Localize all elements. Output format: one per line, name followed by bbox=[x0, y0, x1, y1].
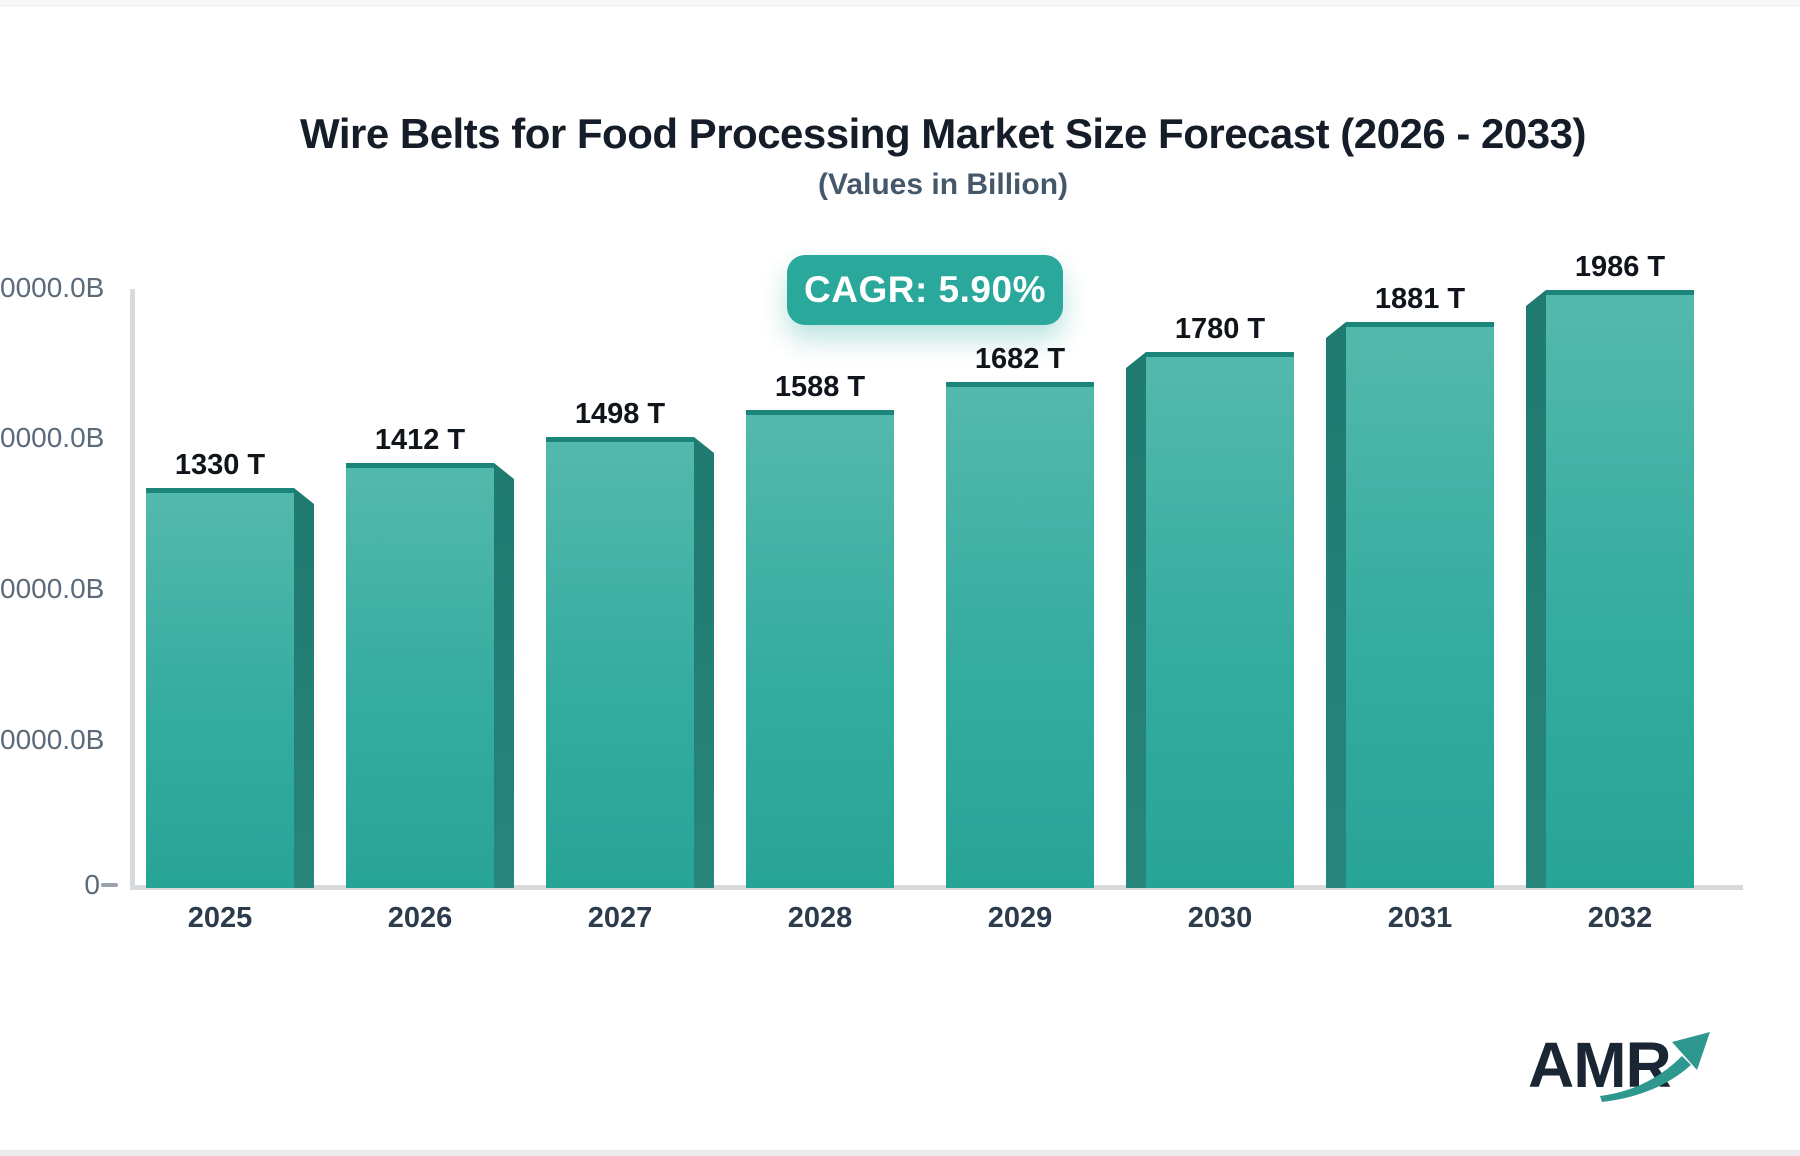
x-tick-label-2030: 2030 bbox=[1187, 902, 1253, 934]
chart-subtitle: (Values in Billion) bbox=[817, 168, 1069, 201]
bar-side-face bbox=[1526, 290, 1546, 888]
x-tick-label-2025: 2025 bbox=[187, 902, 253, 934]
y-tick-label: 0000.0B bbox=[0, 573, 105, 604]
y-tick-label: 0000.0B bbox=[0, 724, 105, 755]
cagr-badge: CAGR: 5.90% bbox=[787, 255, 1063, 325]
bar-2025[interactable] bbox=[146, 488, 294, 888]
chart-title: Wire Belts for Food Processing Market Si… bbox=[300, 110, 1586, 157]
bar-2031[interactable] bbox=[1346, 322, 1494, 888]
x-tick-label-2031: 2031 bbox=[1387, 902, 1453, 934]
x-tick-label-2028: 2028 bbox=[787, 902, 853, 934]
logo-growth-arrow-icon bbox=[1600, 1032, 1710, 1102]
bar-value-label: 1780 T bbox=[1174, 313, 1266, 345]
bar-value-label: 1682 T bbox=[974, 343, 1066, 375]
zero-tick-mark bbox=[101, 883, 118, 887]
y-axis-line bbox=[130, 289, 135, 888]
bar-value-label: 1881 T bbox=[1374, 283, 1466, 315]
bar-side-face bbox=[1326, 322, 1346, 888]
y-tick-label: 0000.0B bbox=[0, 422, 105, 453]
bar-2030[interactable] bbox=[1146, 352, 1294, 888]
top-border-strip bbox=[0, 0, 1800, 6]
y-tick-label: 0000.0B bbox=[0, 272, 105, 303]
bar-2032[interactable] bbox=[1546, 290, 1694, 888]
x-tick-label-2026: 2026 bbox=[387, 902, 453, 934]
bar-2028[interactable] bbox=[746, 410, 894, 888]
x-tick-label-2029: 2029 bbox=[987, 902, 1053, 934]
bar-side-face bbox=[694, 437, 714, 888]
bottom-border-strip bbox=[0, 1150, 1800, 1156]
bar-side-face bbox=[494, 463, 514, 888]
bar-value-label: 1588 T bbox=[774, 371, 866, 403]
x-tick-label-2027: 2027 bbox=[587, 902, 653, 934]
bar-2027[interactable] bbox=[546, 437, 694, 888]
x-tick-label-2032: 2032 bbox=[1587, 902, 1653, 934]
bar-value-label: 1498 T bbox=[574, 398, 666, 430]
bar-2029[interactable] bbox=[946, 382, 1094, 888]
y-tick-label: 0 bbox=[84, 869, 100, 900]
x-axis-line bbox=[130, 885, 1743, 890]
bar-value-label: 1330 T bbox=[174, 449, 266, 481]
bar-2026[interactable] bbox=[346, 463, 494, 888]
bar-value-label: 1412 T bbox=[374, 424, 466, 456]
bar-value-label: 1986 T bbox=[1574, 251, 1666, 283]
bar-side-face bbox=[1126, 352, 1146, 888]
bar-side-face bbox=[294, 488, 314, 888]
